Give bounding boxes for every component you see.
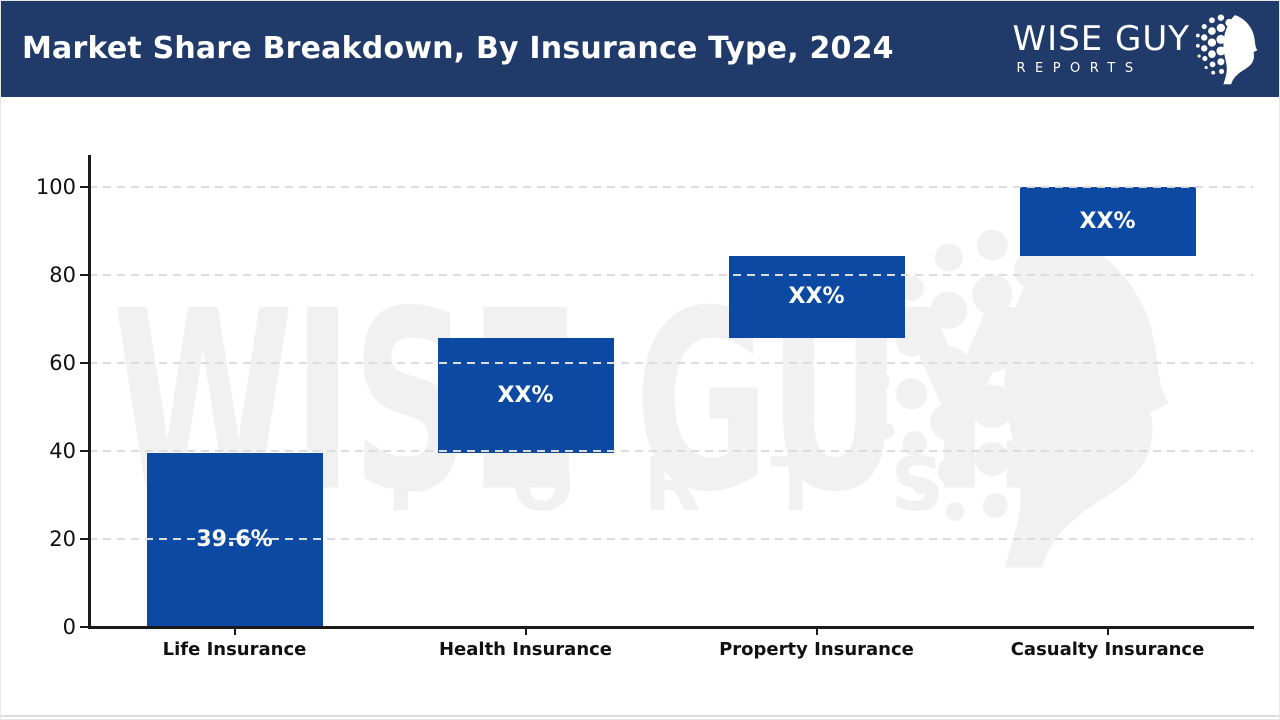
bar-value-label-health-insurance: XX% (497, 382, 554, 408)
gridline-20 (89, 538, 1253, 540)
y-tick-label-0: 0 (62, 615, 76, 639)
y-tick-label-80: 80 (49, 263, 76, 287)
x-tick-property-insurance (815, 627, 818, 635)
y-tick-60 (80, 362, 89, 364)
y-tick-100 (80, 186, 89, 188)
y-tick-20 (80, 538, 89, 540)
brand-name: WISE GUY (1012, 18, 1190, 59)
x-tick-life-insurance (233, 627, 236, 635)
brand-subtitle: REPORTS (1016, 60, 1143, 76)
y-tick-label-40: 40 (49, 439, 76, 463)
gridline-100 (89, 186, 1253, 188)
face-profile-icon (1195, 13, 1258, 84)
x-tick-health-insurance (524, 627, 527, 635)
footer-divider (0, 715, 1280, 717)
x-axis-label-casualty-insurance: Casualty Insurance (1010, 639, 1205, 660)
gridline-60 (89, 362, 1253, 364)
x-axis-label-property-insurance: Property Insurance (719, 639, 914, 660)
x-axis-label-life-insurance: Life Insurance (162, 639, 307, 660)
bar-value-label-property-insurance: XX% (788, 284, 845, 310)
y-axis-line (88, 155, 91, 629)
x-axis-line (88, 626, 1254, 629)
gridline-80 (89, 274, 1253, 276)
brand-logo: WISE GUY REPORTS (1012, 11, 1258, 87)
y-tick-80 (80, 274, 89, 276)
bar-value-label-casualty-insurance: XX% (1079, 208, 1136, 234)
brand-logo-text: WISE GUY REPORTS (1012, 22, 1190, 76)
y-tick-label-100: 100 (35, 175, 76, 199)
y-tick-40 (80, 450, 89, 452)
chart-header: Market Share Breakdown, By Insurance Typ… (0, 0, 1280, 97)
y-tick-label-20: 20 (49, 527, 76, 551)
gridline-40 (89, 450, 1253, 452)
y-tick-label-60: 60 (49, 351, 76, 375)
y-tick-0 (80, 626, 89, 628)
bar-casualty-insurance: XX% (1019, 187, 1196, 256)
page-title: Market Share Breakdown, By Insurance Typ… (22, 31, 894, 66)
bar-property-insurance: XX% (728, 255, 905, 338)
bar-health-insurance: XX% (437, 337, 614, 453)
x-axis-label-health-insurance: Health Insurance (438, 639, 613, 660)
x-tick-casualty-insurance (1106, 627, 1109, 635)
